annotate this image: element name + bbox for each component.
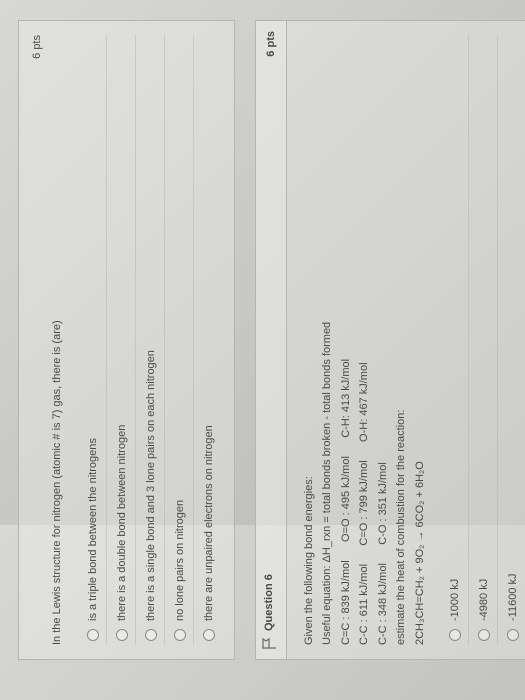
- stem-line: estimate the heat of combustion for the …: [393, 35, 410, 645]
- radio-icon[interactable]: [449, 629, 461, 641]
- option-row[interactable]: -1000 kJ: [442, 35, 469, 645]
- stem-line: C-C : 611 kJ/mol C=O : 799 kJ/mol O-H: 4…: [356, 35, 373, 645]
- question-6-stem: Given the following bond energies: Usefu…: [301, 35, 429, 645]
- option-label: there are unpaired electrons on nitrogen: [203, 39, 215, 621]
- option-row[interactable]: there are unpaired electrons on nitrogen: [196, 35, 222, 645]
- option-row[interactable]: there is a double bond between nitrogen: [109, 35, 136, 645]
- question-5-body: 6 pts In the Lewis structure for nitroge…: [18, 20, 235, 660]
- stem-line: C-C : 348 kJ/mol C-O : 351 kJ/mol: [375, 35, 392, 645]
- option-row[interactable]: there is a single bond and 3 lone pairs …: [138, 35, 165, 645]
- points-label: 6 pts: [31, 35, 43, 59]
- quiz-page: 6 pts In the Lewis structure for nitroge…: [0, 0, 525, 700]
- question-6: Question 6 6 pts Given the following bon…: [255, 20, 525, 660]
- stem-line: Useful equation: ΔH_rxn = total bonds br…: [319, 35, 336, 645]
- option-label: -11600 kJ: [507, 39, 519, 621]
- question-5: 6 pts In the Lewis structure for nitroge…: [18, 20, 235, 660]
- stem-line: C=C : 839 kJ/mol O=O : 495 kJ/mol C-H: 4…: [338, 35, 355, 645]
- option-label: no lone pairs on nitrogen: [174, 39, 186, 621]
- question-6-header: Question 6 6 pts: [255, 20, 287, 660]
- radio-icon[interactable]: [478, 629, 490, 641]
- option-row[interactable]: no lone pairs on nitrogen: [167, 35, 194, 645]
- option-row[interactable]: -11600 kJ: [500, 35, 525, 645]
- flag-icon[interactable]: [262, 637, 276, 649]
- option-label: -1000 kJ: [449, 39, 461, 621]
- radio-icon[interactable]: [116, 629, 128, 641]
- question-6-body: Given the following bond energies: Usefu…: [287, 20, 525, 660]
- option-label: there is a single bond and 3 lone pairs …: [145, 39, 157, 621]
- radio-icon[interactable]: [507, 629, 519, 641]
- option-row[interactable]: is a triple bond between the nitrogens: [80, 35, 107, 645]
- option-label: there is a double bond between nitrogen: [116, 39, 128, 621]
- radio-icon[interactable]: [145, 629, 157, 641]
- question-6-options: -1000 kJ -4980 kJ -11600 kJ -3863 kJ: [442, 35, 525, 645]
- stem-line: 2CH₃CH=CH₂ + 9O₂ → 6CO₂ + 6H₂O: [412, 35, 429, 645]
- option-row[interactable]: -4980 kJ: [471, 35, 498, 645]
- points-label: 6 pts: [265, 31, 277, 57]
- stem-line: Given the following bond energies:: [301, 35, 318, 645]
- option-label: is a triple bond between the nitrogens: [87, 39, 99, 621]
- radio-icon[interactable]: [87, 629, 99, 641]
- question-title: Question 6: [263, 574, 275, 631]
- radio-icon[interactable]: [203, 629, 215, 641]
- question-5-options: is a triple bond between the nitrogens t…: [80, 35, 222, 645]
- option-label: -4980 kJ: [478, 39, 490, 621]
- question-5-stem: In the Lewis structure for nitrogen (ato…: [49, 35, 66, 645]
- radio-icon[interactable]: [174, 629, 186, 641]
